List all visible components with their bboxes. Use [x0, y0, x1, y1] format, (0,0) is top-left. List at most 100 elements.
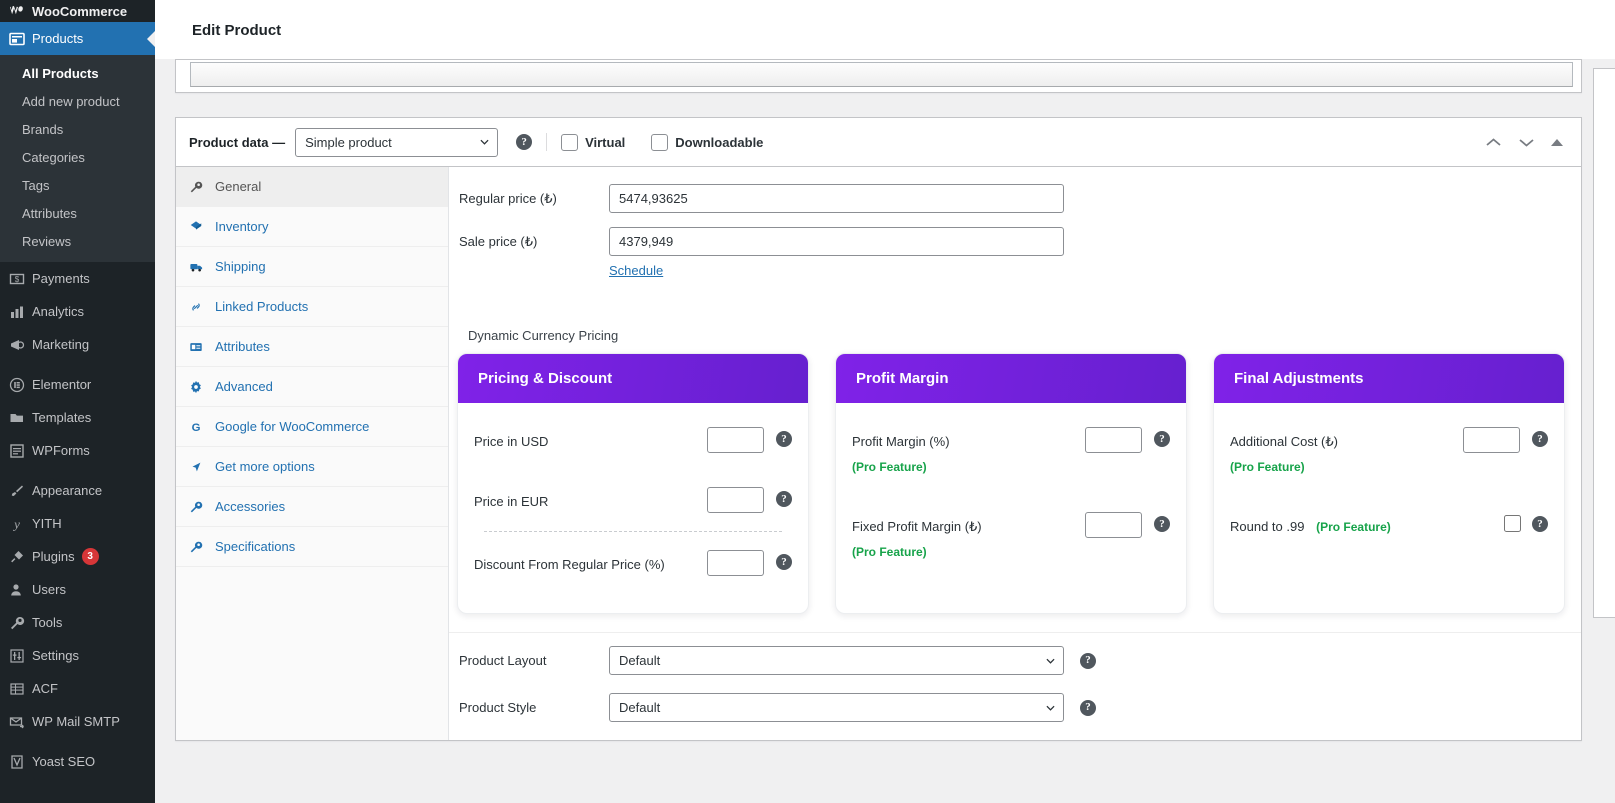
schedule-link[interactable]: Schedule: [609, 263, 664, 278]
additional-cost-input[interactable]: [1463, 427, 1520, 453]
submenu-item-categories[interactable]: Categories: [22, 150, 85, 165]
sale-price-row: Sale price (₺): [449, 220, 1581, 263]
tab-advanced-label: Advanced: [215, 379, 273, 394]
sidebar-item-templates[interactable]: Templates: [0, 401, 155, 434]
sidebar-item-yith[interactable]: y YITH: [0, 507, 155, 540]
tab-get-more-options[interactable]: Get more options: [176, 447, 448, 487]
product-type-help-icon[interactable]: ?: [516, 134, 533, 150]
yoast-icon: [9, 754, 31, 770]
fixed-profit-margin-input[interactable]: [1085, 512, 1142, 538]
tab-accessories-label: Accessories: [215, 499, 286, 514]
tab-attributes[interactable]: Attributes: [176, 327, 448, 367]
tab-specifications-label: Specifications: [215, 539, 296, 554]
additional-cost-help-icon[interactable]: ?: [1532, 431, 1548, 447]
sidebar-item-appearance[interactable]: Appearance: [0, 474, 155, 507]
downloadable-checkbox[interactable]: [651, 133, 669, 151]
regular-price-row: Regular price (₺): [449, 177, 1581, 220]
submenu-item-add-new-product[interactable]: Add new product: [22, 94, 120, 109]
right-sidebar-metabox-stub: [1593, 68, 1615, 618]
sidebar-item-tools-label: Tools: [32, 615, 63, 630]
submenu-item-all-products[interactable]: All Products: [22, 66, 99, 81]
tab-google-for-woocommerce[interactable]: G Google for WooCommerce: [176, 407, 448, 447]
paintbrush-icon: [9, 483, 31, 499]
sidebar-item-products[interactable]: Products: [0, 22, 155, 55]
sidebar-item-plugins[interactable]: Plugins 3: [0, 540, 155, 573]
additional-cost-label-wrap: Additional Cost (₺) (Pro Feature): [1230, 427, 1463, 478]
round-to-99-help-icon[interactable]: ?: [1532, 516, 1548, 532]
chevron-down-icon[interactable]: [1518, 137, 1535, 148]
tab-shipping[interactable]: Shipping: [176, 247, 448, 287]
profit-margin-percent-help-icon[interactable]: ?: [1154, 431, 1170, 447]
right-sidebar-column: [1585, 0, 1615, 803]
virtual-checkbox[interactable]: [561, 133, 579, 151]
profit-margin-percent-input[interactable]: [1085, 427, 1142, 453]
price-in-usd-help-icon[interactable]: ?: [776, 431, 792, 447]
price-in-eur-help-icon[interactable]: ?: [776, 491, 792, 507]
price-in-usd-input[interactable]: [707, 427, 764, 453]
submenu-item-brands[interactable]: Brands: [22, 122, 64, 137]
tab-inventory[interactable]: Inventory: [176, 207, 448, 247]
triangle-toggle-icon[interactable]: [1551, 138, 1563, 146]
product-layout-row: Product Layout Default ?: [449, 633, 1581, 682]
sidebar-item-payments[interactable]: $ Payments: [0, 262, 155, 295]
tab-accessories[interactable]: Accessories: [176, 487, 448, 527]
regular-price-input[interactable]: [609, 184, 1064, 213]
card-divider: [484, 531, 782, 532]
price-in-usd-label: Price in USD: [474, 434, 549, 449]
submenu-item-reviews[interactable]: Reviews: [22, 234, 72, 249]
sidebar-item-products-label: Products: [32, 31, 84, 46]
product-style-help-icon[interactable]: ?: [1080, 699, 1096, 716]
sidebar-item-marketing[interactable]: Marketing: [0, 328, 155, 361]
panel-spacer: [449, 284, 1581, 314]
tab-linked-products[interactable]: Linked Products: [176, 287, 448, 327]
additional-cost-pro-badge: (Pro Feature): [1230, 460, 1305, 474]
sidebar-brand-woocommerce[interactable]: WooCommerce: [0, 0, 155, 22]
product-type-select[interactable]: Simple product: [295, 127, 499, 157]
content-editor-stub: [175, 59, 1582, 93]
products-submenu: All Products Add new product Brands Cate…: [0, 55, 155, 262]
general-fields: Regular price (₺) Sale price (₺) Schedul…: [449, 167, 1581, 284]
card-pricing-and-discount: Pricing & Discount Price in USD ?: [457, 353, 809, 614]
submenu-item-attributes[interactable]: Attributes: [22, 206, 77, 221]
sidebar-item-analytics[interactable]: Analytics: [0, 295, 155, 328]
plug-icon: [9, 549, 31, 565]
sidebar-item-yoast-seo[interactable]: Yoast SEO: [0, 745, 155, 778]
round-to-99-label: Round to .99: [1230, 519, 1305, 534]
sidebar-item-marketing-label: Marketing: [32, 337, 90, 352]
product-layout-select[interactable]: Default: [609, 646, 1064, 675]
product-style-select[interactable]: Default: [609, 693, 1064, 722]
link-icon: [189, 300, 213, 314]
fixed-profit-margin-pro-badge: (Pro Feature): [852, 545, 927, 559]
product-data-metabox: Product data — Simple product ? Virtual: [175, 117, 1582, 741]
fixed-profit-margin-help-icon[interactable]: ?: [1154, 516, 1170, 532]
sidebar-item-tools[interactable]: Tools: [0, 606, 155, 639]
product-layout-help-icon[interactable]: ?: [1080, 652, 1096, 669]
additional-cost-row: Additional Cost (₺) (Pro Feature) ?: [1230, 427, 1548, 478]
dcp-cards: Pricing & Discount Price in USD ?: [449, 353, 1581, 632]
virtual-checkbox-label[interactable]: Virtual: [561, 133, 625, 151]
submenu-item-tags[interactable]: Tags: [22, 178, 50, 193]
tab-specifications[interactable]: Specifications: [176, 527, 448, 567]
regular-price-label: Regular price (₺): [459, 190, 557, 206]
sidebar-item-elementor[interactable]: Elementor: [0, 368, 155, 401]
fixed-profit-margin-label: Fixed Profit Margin (₺): [852, 519, 982, 534]
sidebar-item-acf[interactable]: ACF: [0, 672, 155, 705]
downloadable-checkbox-label[interactable]: Downloadable: [651, 133, 763, 151]
wrench-icon: [189, 540, 213, 554]
round-to-99-checkbox[interactable]: [1504, 515, 1521, 532]
sidebar-item-wp-mail-smtp[interactable]: WP Mail SMTP: [0, 705, 155, 738]
sale-price-input[interactable]: [609, 227, 1064, 256]
discount-from-regular-price-help-icon[interactable]: ?: [776, 554, 792, 570]
tab-general[interactable]: General: [176, 167, 448, 207]
discount-from-regular-price-input[interactable]: [707, 550, 764, 576]
sidebar-item-wpforms[interactable]: WPForms: [0, 434, 155, 467]
sale-price-label: Sale price (₺): [459, 233, 538, 249]
chevron-up-icon[interactable]: [1485, 137, 1502, 148]
schedule-row: Schedule: [449, 263, 1581, 284]
sidebar-item-users[interactable]: Users: [0, 573, 155, 606]
tab-advanced[interactable]: Advanced: [176, 367, 448, 407]
inventory-icon: [189, 220, 213, 234]
sidebar-item-settings[interactable]: Settings: [0, 639, 155, 672]
price-in-eur-input[interactable]: [707, 487, 764, 513]
